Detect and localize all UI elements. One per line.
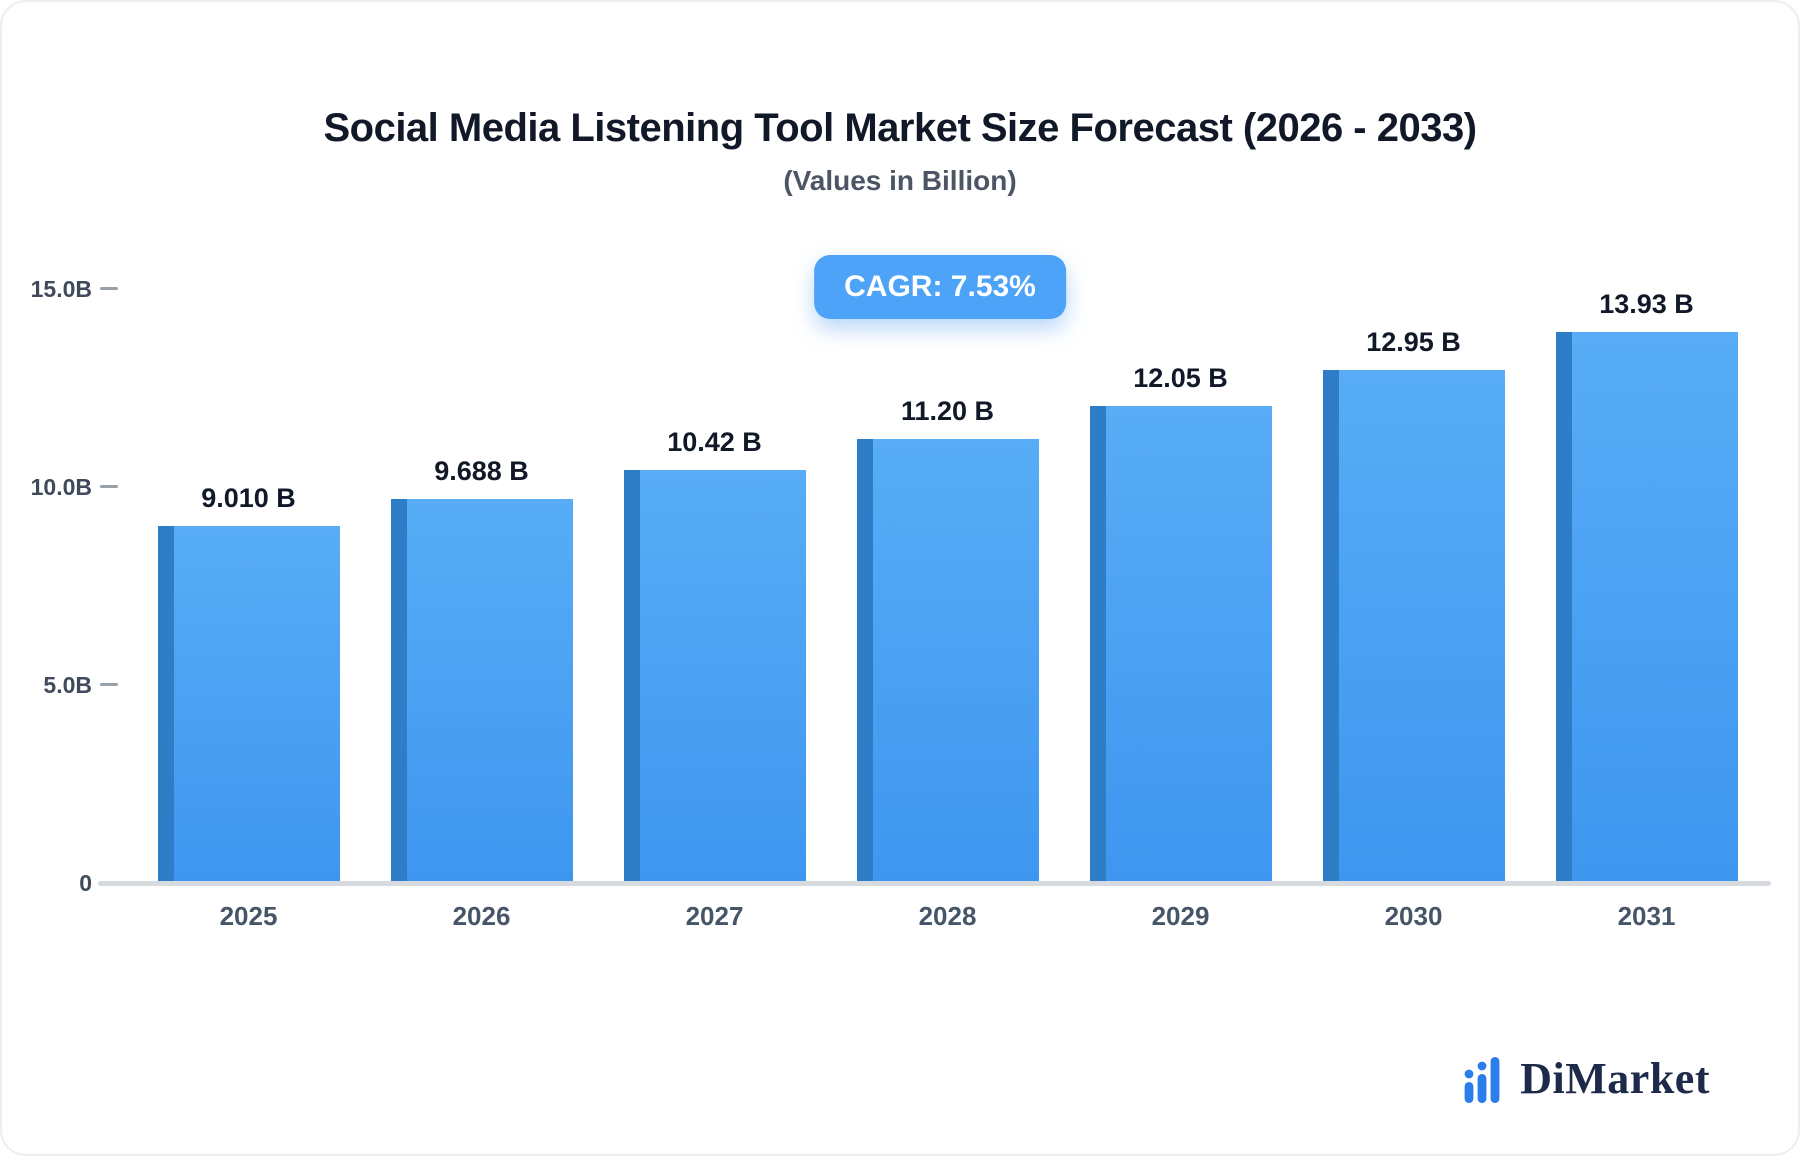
bar-value-label: 9.010 B: [201, 483, 296, 514]
y-axis-label: 5.0B: [43, 671, 92, 698]
bar-value-label: 10.42 B: [667, 427, 762, 458]
bar: [623, 470, 806, 883]
bar: [1089, 405, 1272, 884]
bar-group: 10.42 B: [598, 289, 831, 883]
x-axis-label: 2026: [452, 901, 511, 931]
bar: [390, 499, 573, 883]
page-title: Social Media Listening Tool Market Size …: [323, 106, 1477, 150]
x-axis-label: 2030: [1384, 901, 1443, 931]
x-axis-line: [98, 881, 1771, 886]
y-axis-label: 15.0B: [30, 276, 92, 302]
brand-logo: DiMarket: [1462, 1053, 1710, 1104]
bar-value-label: 11.20 B: [900, 396, 995, 427]
y-axis-tick: [100, 287, 118, 290]
bar: [856, 439, 1039, 883]
brand-name: DiMarket: [1520, 1054, 1710, 1103]
plot-area: 9.010 B 9.688 B 10.42 B 11.20 B 12.05 B 12.95…: [132, 289, 1763, 884]
x-axis-label: 2027: [685, 901, 744, 931]
x-axis-labels: 2025 2026 2027 2028 2029 2030 2031: [132, 901, 1763, 932]
y-axis-tick: [100, 682, 118, 686]
bar: [157, 526, 340, 883]
bar-value-label: 13.93 B: [1599, 289, 1694, 319]
x-axis-label: 2028: [918, 901, 977, 931]
bar-chart-icon: [1462, 1055, 1508, 1103]
bar-group: 9.688 B: [365, 289, 598, 883]
y-axis-label: 0: [79, 870, 92, 896]
page-subtitle: (Values in Billion): [783, 165, 1017, 196]
bar-group: 9.010 B: [132, 289, 365, 883]
bar: [1555, 332, 1738, 883]
bar: [1322, 370, 1505, 883]
x-axis-label: 2025: [219, 901, 278, 931]
bar-group: 13.93 B: [1530, 289, 1763, 883]
x-axis-label: 2029: [1151, 901, 1210, 931]
chart-area: 9.010 B 9.688 B 10.42 B 11.20 B 12.05 B 12.95…: [31, 276, 1771, 896]
bar-group: 12.95 B: [1297, 289, 1530, 883]
bar-group: 11.20 B: [831, 289, 1064, 883]
x-axis-label: 2031: [1617, 901, 1676, 931]
bar-value-label: 12.95 B: [1366, 327, 1461, 358]
y-axis-label: 10.0B: [30, 473, 92, 500]
cagr-badge: CAGR: 7.53%: [814, 255, 1066, 319]
bar-value-label: 12.05 B: [1133, 362, 1228, 393]
bar-value-label: 9.688 B: [434, 456, 529, 487]
y-axis-tick: [100, 484, 118, 488]
bar-group: 12.05 B: [1064, 289, 1297, 884]
chart-section: CAGR: 7.53% 9.010 B 9.688 B 10.42 B 11.20 B…: [2, 255, 1798, 932]
